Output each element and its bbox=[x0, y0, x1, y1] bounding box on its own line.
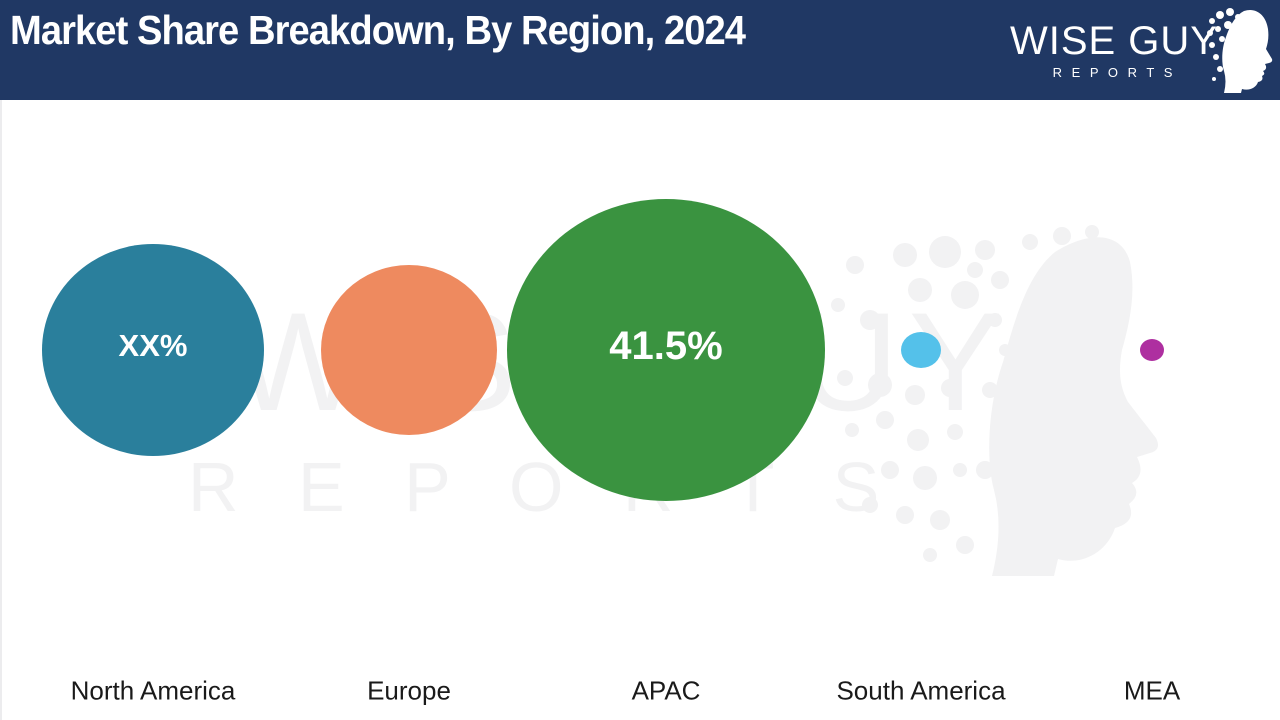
bubble-south-america bbox=[901, 332, 941, 368]
category-label-north-america: North America bbox=[70, 675, 236, 706]
header-bar: Market Share Breakdown, By Region, 2024 … bbox=[0, 0, 1280, 100]
category-label-europe: Europe bbox=[367, 675, 451, 706]
category-label-south-america: South America bbox=[836, 675, 1006, 706]
wise-guy-head-icon bbox=[1207, 8, 1273, 93]
bubble-mea bbox=[1140, 339, 1164, 361]
page-title: Market Share Breakdown, By Region, 2024 bbox=[10, 7, 746, 53]
brand-logo: WISE GUY R E P O R T S bbox=[1010, 4, 1274, 96]
bubble-europe bbox=[321, 265, 497, 435]
wise-guy-head-watermark-icon bbox=[831, 225, 1158, 576]
category-label-mea: MEA bbox=[1123, 675, 1181, 706]
bubble-value-label-north-america: XX% bbox=[118, 328, 188, 363]
logo-text-block: WISE GUY R E P O R T S bbox=[1010, 20, 1218, 80]
bubble-apac: 41.5% bbox=[507, 199, 825, 501]
logo-brand-text: WISE GUY bbox=[1009, 19, 1218, 63]
category-label-apac: APAC bbox=[631, 675, 701, 706]
bubble-north-america: XX% bbox=[42, 244, 264, 456]
logo-reports-text: R E P O R T S bbox=[1052, 65, 1176, 80]
bubble-value-label-apac: 41.5% bbox=[609, 323, 723, 368]
